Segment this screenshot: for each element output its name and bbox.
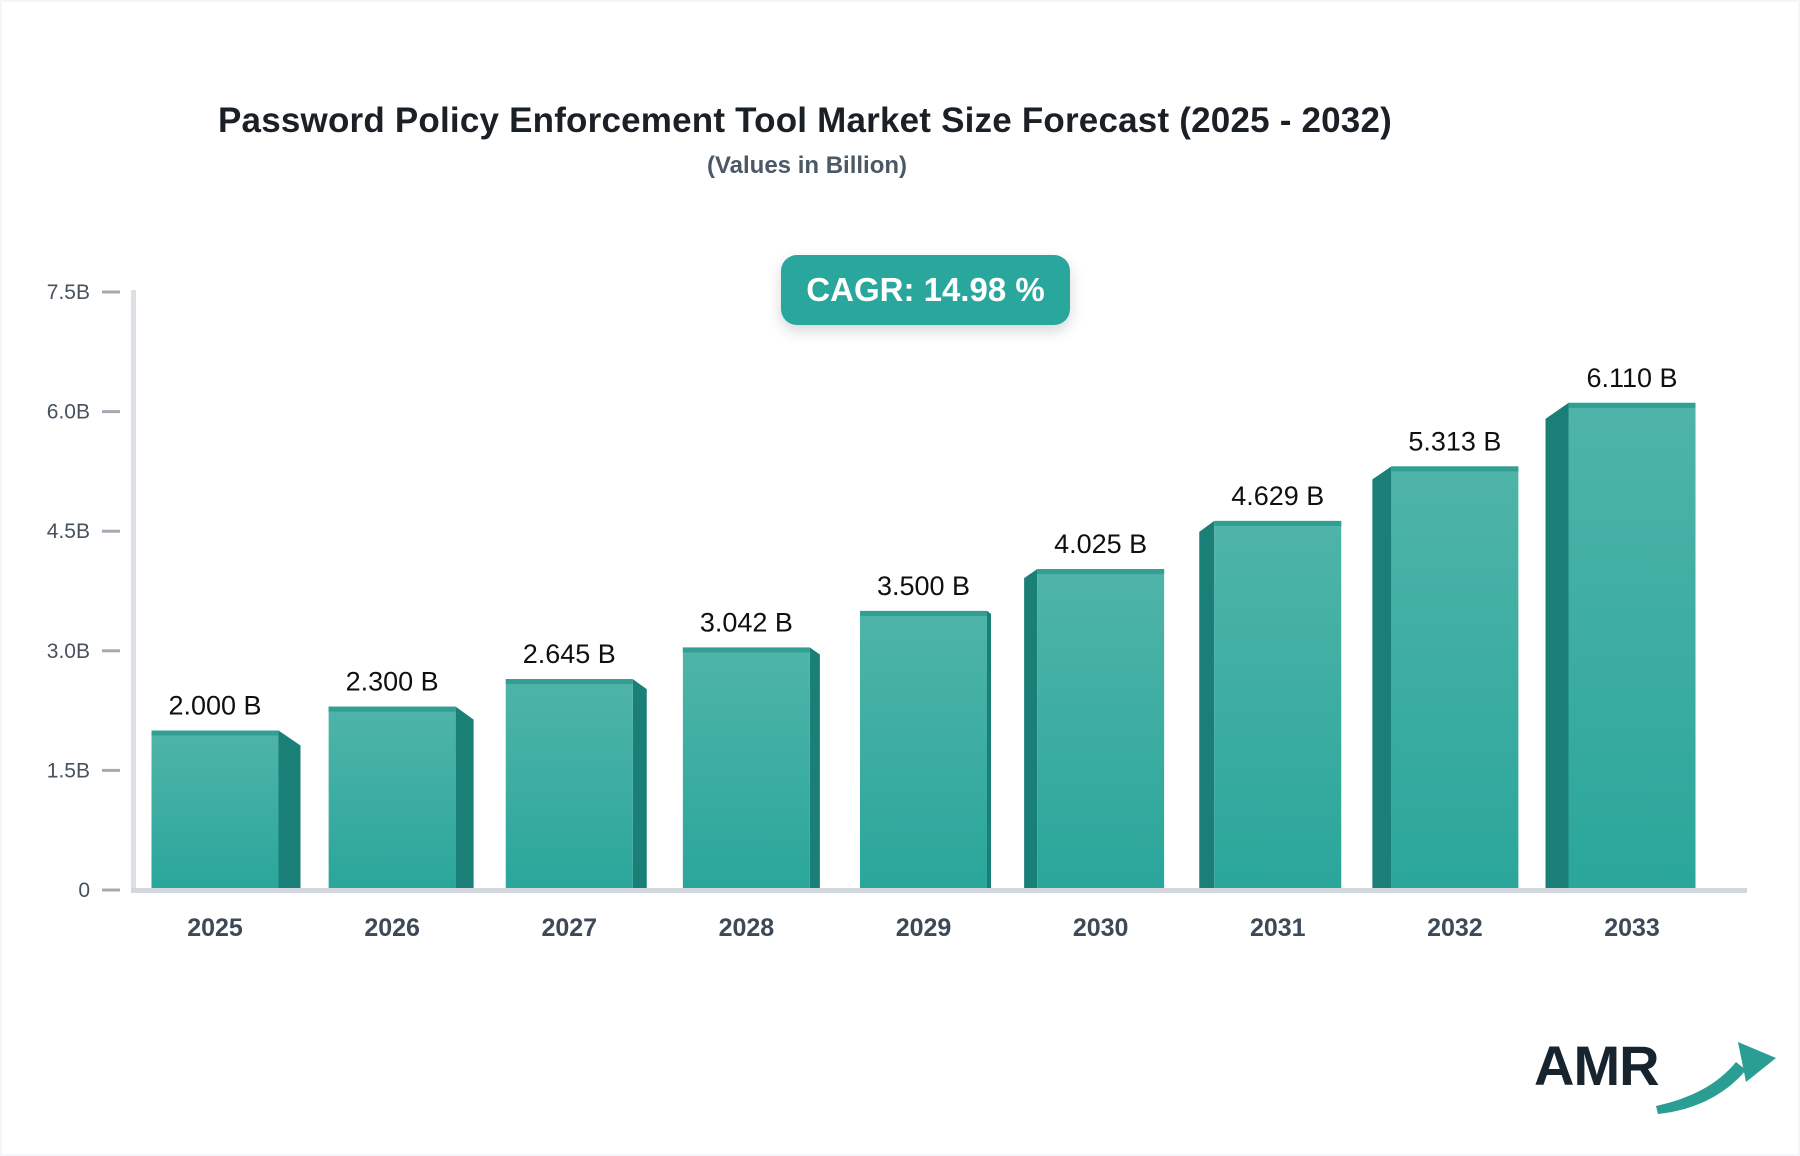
y-tick-label: 1.5B xyxy=(47,759,90,782)
bar-side-face-2032 xyxy=(1372,466,1392,890)
bar-value-label: 5.313 B xyxy=(1408,426,1501,456)
bar-value-label: 3.042 B xyxy=(700,607,793,637)
y-tick-label: 0 xyxy=(78,879,90,902)
y-axis-line xyxy=(131,290,136,893)
bar-top-edge-2026 xyxy=(328,706,456,712)
y-tick-label: 3.0B xyxy=(47,640,90,663)
bar-value-label: 2.000 B xyxy=(168,691,261,721)
x-axis-baseline xyxy=(131,888,1747,893)
bar-side-face-2028 xyxy=(809,647,820,890)
cagr-badge-label: CAGR: 14.98 % xyxy=(806,271,1045,308)
x-category-label: 2029 xyxy=(896,914,952,942)
bar-top-edge-2028 xyxy=(682,647,810,653)
cagr-badge: CAGR: 14.98 % xyxy=(781,255,1070,325)
y-tick-mark xyxy=(102,888,120,892)
bar-side-face-2029 xyxy=(987,610,991,890)
bar-2032 xyxy=(1391,466,1519,890)
bar-2033 xyxy=(1568,402,1696,890)
bar-top-edge-2027 xyxy=(505,679,633,685)
y-tick-label: 4.5B xyxy=(47,520,90,543)
x-category-label: 2025 xyxy=(187,914,243,942)
chart-subtitle: (Values in Billion) xyxy=(706,152,908,179)
bar-top-edge-2030 xyxy=(1037,569,1165,575)
bar-side-face-2026 xyxy=(455,706,474,890)
y-tick-mark xyxy=(102,410,120,414)
bar-2025 xyxy=(151,730,279,890)
x-category-label: 2026 xyxy=(364,914,420,942)
bar-value-label: 2.645 B xyxy=(523,639,616,669)
x-category-label: 2033 xyxy=(1604,914,1660,942)
bar-side-face-2030 xyxy=(1024,569,1038,890)
bar-2028 xyxy=(682,647,810,890)
bar-side-face-2027 xyxy=(632,679,647,890)
bar-side-face-2025 xyxy=(278,730,301,890)
bar-value-label: 4.629 B xyxy=(1231,481,1324,511)
amr-logo: AMR xyxy=(1534,1034,1776,1122)
x-category-label: 2031 xyxy=(1250,914,1306,942)
bar-value-label: 6.110 B xyxy=(1586,363,1677,393)
bar-2031 xyxy=(1214,520,1342,890)
bar-2030 xyxy=(1037,569,1165,890)
x-category-label: 2027 xyxy=(541,914,597,942)
bar-top-edge-2033 xyxy=(1568,402,1696,408)
bar-value-label: 3.500 B xyxy=(877,571,970,601)
bar-2029 xyxy=(860,610,987,890)
x-category-label: 2032 xyxy=(1427,914,1483,942)
x-category-label: 2030 xyxy=(1073,914,1129,942)
y-tick-mark xyxy=(102,768,120,772)
bar-2026 xyxy=(328,706,456,890)
y-tick-label: 6.0B xyxy=(47,401,90,424)
y-tick-mark xyxy=(102,649,120,653)
amr-logo-text: AMR xyxy=(1534,1034,1660,1097)
bar-top-edge-2025 xyxy=(151,730,279,736)
bar-2027 xyxy=(505,679,633,890)
bar-top-edge-2029 xyxy=(860,610,987,616)
bar-side-face-2031 xyxy=(1199,520,1215,890)
chart-title: Password Policy Enforcement Tool Market … xyxy=(217,101,1392,140)
y-tick-label: 7.5B xyxy=(47,281,90,304)
bar-side-face-2033 xyxy=(1545,402,1569,890)
y-tick-mark xyxy=(102,290,120,294)
x-category-label: 2028 xyxy=(719,914,775,942)
bar-top-edge-2032 xyxy=(1391,466,1519,472)
bar-top-edge-2031 xyxy=(1214,520,1342,526)
y-tick-mark xyxy=(102,529,120,533)
bar-value-label: 2.300 B xyxy=(346,667,439,697)
bar-value-label: 4.025 B xyxy=(1054,529,1147,559)
growth-arrow-icon xyxy=(1656,1042,1776,1114)
